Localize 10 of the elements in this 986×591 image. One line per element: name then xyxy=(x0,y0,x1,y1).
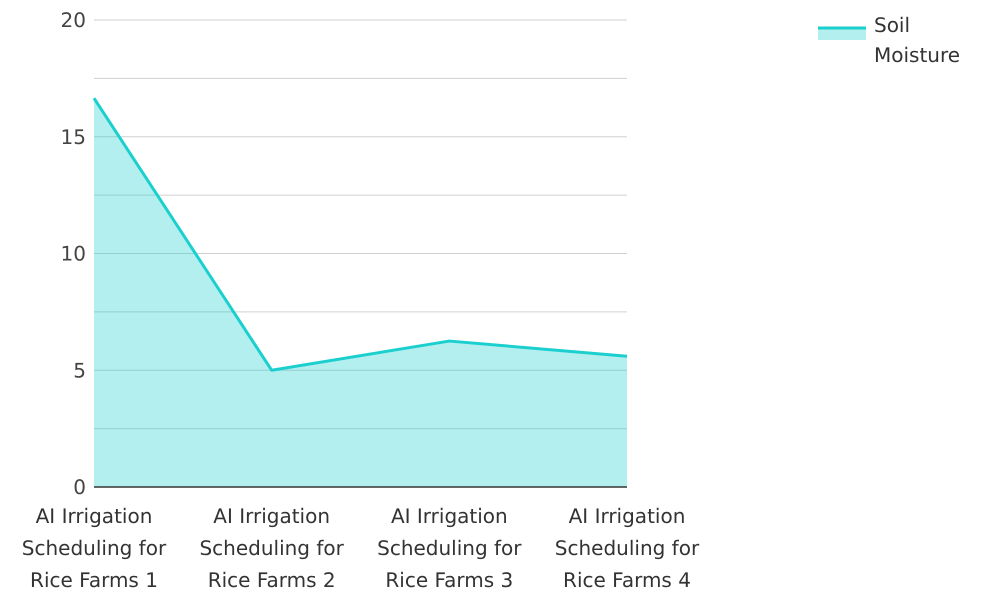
y-tick-label: 10 xyxy=(60,242,86,266)
y-tick-label: 15 xyxy=(60,124,86,149)
y-tick-label: 5 xyxy=(73,358,86,382)
x-tick-label: AI Irrigation Scheduling for Rice Farms 2 xyxy=(199,504,345,591)
y-tick-label: 20 xyxy=(60,8,86,32)
legend-label: Soil Moisture xyxy=(874,12,962,69)
x-tick-label: AI Irrigation Scheduling for Rice Farms 1 xyxy=(22,504,167,591)
x-tick-label: AI Irrigation Scheduling for Rice Farms 4 xyxy=(554,504,700,591)
x-tick-label: AI Irrigation Scheduling for Rice Farms 3 xyxy=(377,504,522,591)
y-tick-label: 0 xyxy=(73,475,86,500)
